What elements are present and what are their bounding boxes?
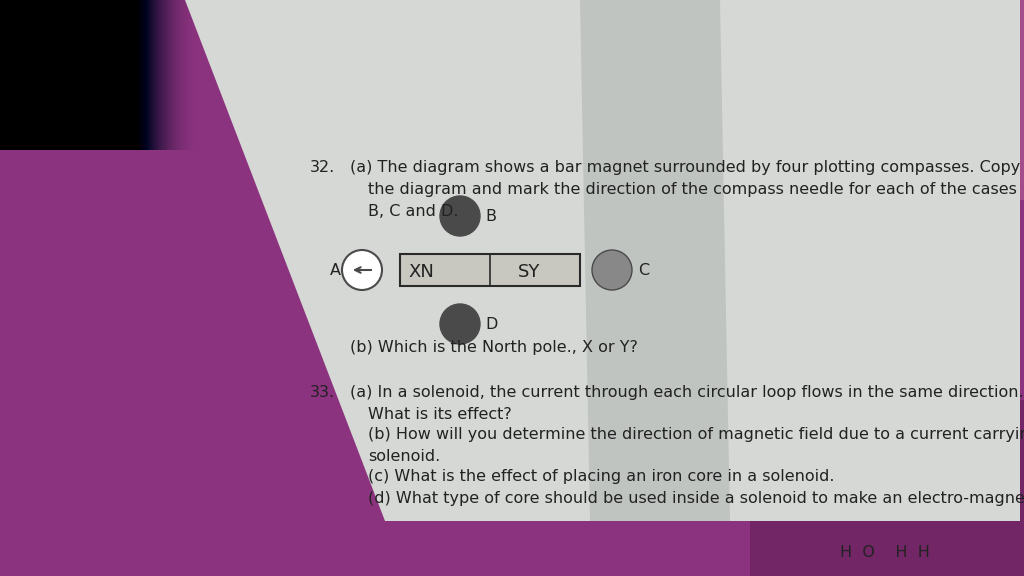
- Text: (a) In a solenoid, the current through each circular loop flows in the same dire: (a) In a solenoid, the current through e…: [350, 385, 1024, 400]
- Polygon shape: [390, 0, 1010, 186]
- Bar: [400, 254, 580, 286]
- Text: XN: XN: [408, 263, 434, 281]
- Text: (b) Which is the North pole., X or Y?: (b) Which is the North pole., X or Y?: [350, 340, 638, 355]
- Text: 32.: 32.: [310, 160, 335, 175]
- Circle shape: [440, 304, 480, 344]
- Text: 33.: 33.: [310, 385, 335, 400]
- Text: C: C: [638, 263, 649, 278]
- Text: H  O    H  H: H O H H: [840, 545, 930, 560]
- Text: SY: SY: [518, 263, 541, 281]
- Text: A: A: [330, 263, 341, 278]
- Text: B: B: [485, 209, 496, 224]
- Text: (d) What type of core should be used inside a solenoid to make an electro-magnet: (d) What type of core should be used ins…: [368, 491, 1024, 506]
- Circle shape: [440, 196, 480, 236]
- Circle shape: [592, 250, 632, 290]
- Text: (a) The diagram shows a bar magnet surrounded by four plotting compasses. Copy: (a) The diagram shows a bar magnet surro…: [350, 160, 1020, 175]
- Text: (b) How will you determine the direction of magnetic field due to a current carr: (b) How will you determine the direction…: [368, 427, 1024, 442]
- Text: What is its effect?: What is its effect?: [368, 407, 512, 422]
- Text: solenoid.: solenoid.: [368, 449, 440, 464]
- Text: B, C and D.: B, C and D.: [368, 204, 459, 219]
- Polygon shape: [185, 0, 1020, 521]
- Text: D: D: [485, 317, 498, 332]
- Text: (c) What is the effect of placing an iron core in a solenoid.: (c) What is the effect of placing an iro…: [368, 469, 835, 484]
- Text: the diagram and mark the direction of the compass needle for each of the cases: the diagram and mark the direction of th…: [368, 182, 1017, 197]
- Circle shape: [342, 250, 382, 290]
- Polygon shape: [580, 0, 730, 521]
